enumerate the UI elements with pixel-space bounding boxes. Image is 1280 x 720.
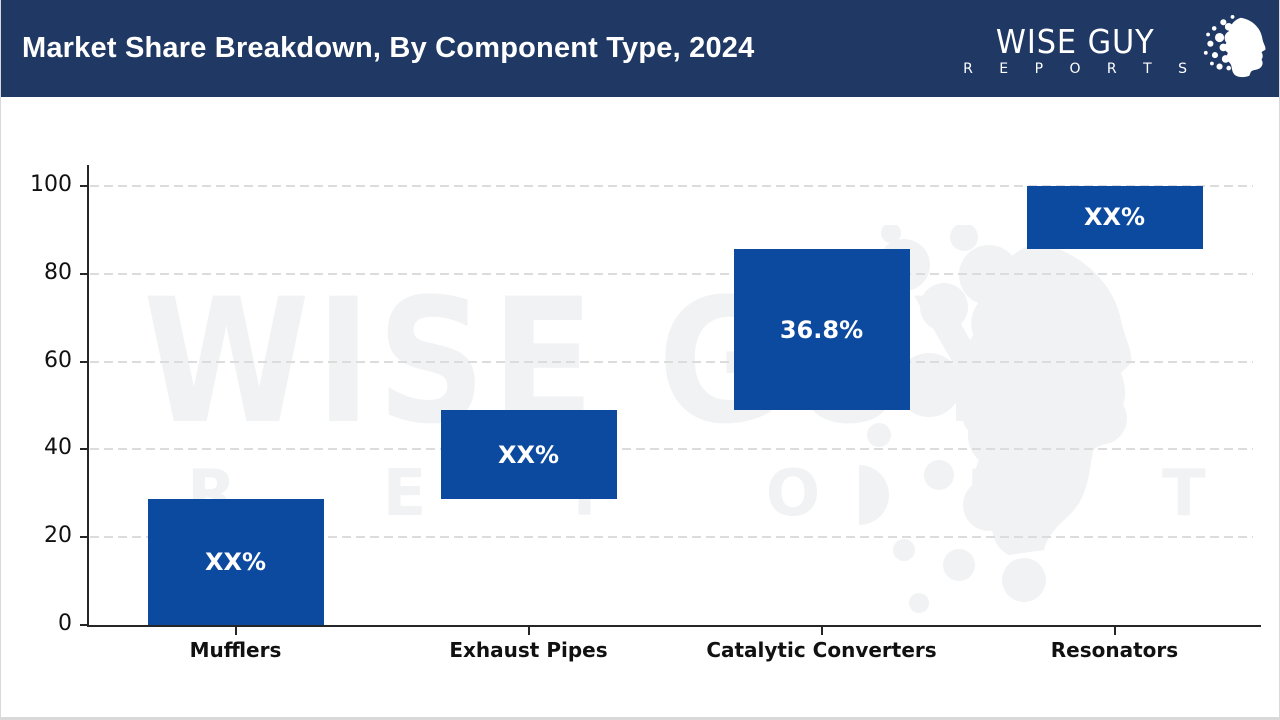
wise-guy-logo: WISE GUY R E P O R T S bbox=[963, 6, 1273, 92]
bar-resonators: XX% bbox=[1026, 186, 1203, 249]
y-axis-tick-label: 60 bbox=[44, 347, 72, 373]
y-axis-line bbox=[87, 165, 89, 627]
y-axis-tick-mark bbox=[80, 360, 89, 363]
gridline-40 bbox=[90, 448, 1253, 451]
gridline-100 bbox=[90, 185, 1253, 187]
x-axis-tick-mark bbox=[527, 627, 530, 635]
y-axis-tick-label: 20 bbox=[44, 523, 72, 549]
x-axis-tick-mark bbox=[820, 627, 823, 635]
logo-wordmark: WISE GUY bbox=[995, 22, 1155, 62]
logo-face-icon bbox=[1203, 15, 1266, 78]
gridline-20 bbox=[90, 536, 1253, 539]
logo-subtitle: R E P O R T S bbox=[963, 60, 1198, 77]
x-axis-tick-mark bbox=[1113, 627, 1116, 635]
y-axis-tick-mark bbox=[80, 272, 89, 275]
gridline-80 bbox=[90, 272, 1253, 275]
y-axis-tick-label: 100 bbox=[30, 172, 72, 197]
logo-text: WISE GUY R E P O R T S bbox=[963, 25, 1187, 77]
bar-catalytic-converters: 36.8% bbox=[733, 248, 910, 411]
bar-value-label: 36.8% bbox=[779, 315, 864, 344]
x-axis-line bbox=[87, 625, 1261, 627]
x-axis-category-label: Resonators bbox=[1050, 638, 1179, 662]
bar-value-label: XX% bbox=[1083, 203, 1146, 232]
bar-mufflers: XX% bbox=[147, 499, 324, 625]
y-axis-tick-mark bbox=[80, 536, 89, 539]
x-axis-category-label: Exhaust Pipes bbox=[449, 638, 608, 662]
y-axis-tick-mark bbox=[80, 185, 89, 187]
bar-value-label: XX% bbox=[204, 548, 267, 577]
bar-exhaust-pipes: XX% bbox=[440, 410, 617, 500]
y-axis-tick-label: 80 bbox=[44, 259, 72, 285]
bar-value-label: XX% bbox=[497, 440, 560, 469]
y-axis-tick-label: 0 bbox=[58, 611, 72, 636]
y-axis-tick-mark bbox=[80, 624, 89, 626]
gridline-60 bbox=[90, 360, 1253, 363]
header: Market Share Breakdown, By Component Typ… bbox=[1, 0, 1279, 97]
x-axis-category-label: Catalytic Converters bbox=[706, 638, 937, 662]
x-axis-tick-mark bbox=[234, 627, 237, 635]
x-axis-category-label: Mufflers bbox=[189, 638, 282, 662]
y-axis-tick-label: 40 bbox=[44, 435, 72, 461]
page-title: Market Share Breakdown, By Component Typ… bbox=[22, 32, 755, 64]
y-axis-tick-mark bbox=[80, 448, 89, 451]
